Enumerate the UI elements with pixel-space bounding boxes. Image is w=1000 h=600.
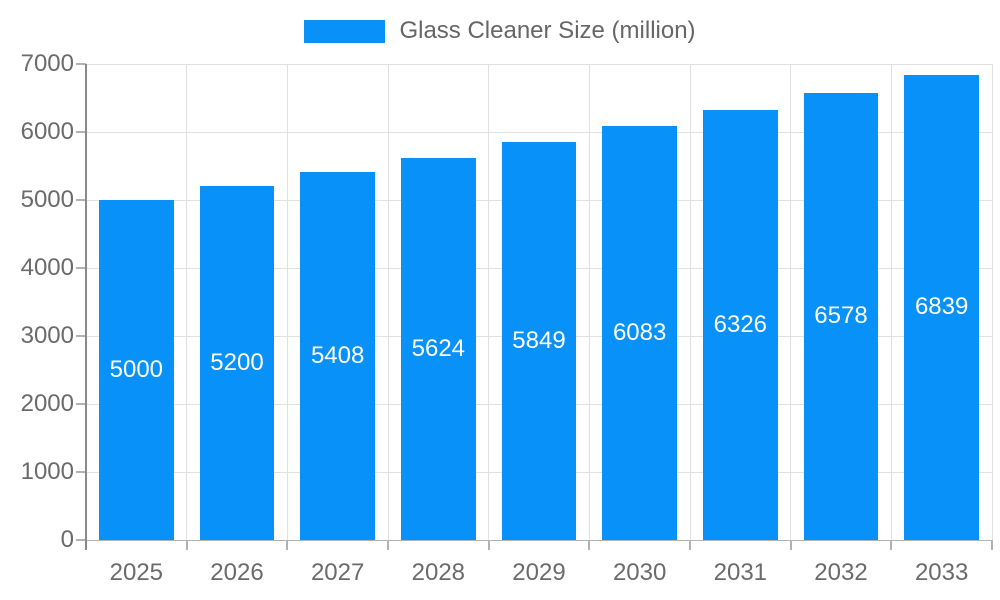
x-axis-tick	[286, 540, 289, 550]
y-axis-line	[85, 64, 87, 550]
bar-value-label: 5849	[512, 327, 566, 355]
x-axis-tick-label: 2029	[512, 559, 566, 586]
y-axis-tick	[76, 471, 86, 473]
y-axis-tick-label: 1000	[20, 458, 74, 485]
bar-value-label: 5408	[310, 342, 365, 370]
x-gridline	[790, 64, 792, 540]
x-axis-tick	[387, 540, 389, 550]
legend-label: Glass Cleaner Size (million)	[399, 17, 696, 44]
bar-value-label: 6083	[612, 319, 667, 347]
y-axis-tick-label: 2000	[20, 390, 74, 417]
x-axis-tick-label: 2026	[210, 559, 264, 586]
y-axis-tick-label: 0	[60, 526, 74, 553]
bar-value-label: 5624	[411, 334, 466, 362]
x-gridline	[387, 64, 389, 540]
y-axis-tick	[76, 199, 86, 201]
bar-value-label: 5000	[109, 356, 164, 383]
y-gridline	[86, 63, 992, 65]
x-axis-tick-label: 2030	[612, 559, 667, 586]
x-gridline	[689, 64, 691, 540]
x-axis-tick	[789, 540, 792, 550]
y-axis-tick-label: 5000	[20, 186, 74, 213]
y-axis-tick	[76, 63, 86, 65]
x-gridline	[488, 64, 490, 540]
x-gridline	[588, 64, 590, 540]
y-axis-tick-label: 4000	[20, 254, 74, 281]
x-axis-tick	[991, 540, 993, 550]
y-axis-tick	[76, 403, 86, 405]
x-axis-tick-label: 2031	[713, 559, 768, 586]
x-axis-tick-label: 2028	[411, 559, 466, 586]
x-axis-tick	[588, 540, 591, 550]
x-axis-tick-label: 2033	[914, 559, 969, 586]
x-axis-tick	[890, 540, 893, 550]
x-gridline	[991, 64, 993, 540]
y-axis-tick	[76, 539, 86, 541]
y-gridline	[86, 131, 992, 133]
bar-value-label: 5200	[210, 349, 264, 377]
bar[interactable]	[904, 74, 979, 540]
x-axis-tick-label: 2025	[109, 559, 164, 586]
legend-swatch-icon	[304, 19, 386, 43]
bar[interactable]	[199, 186, 275, 540]
bar[interactable]	[501, 142, 577, 540]
bar-value-label: 6839	[914, 293, 969, 321]
bar[interactable]	[99, 200, 174, 540]
x-axis-tick	[185, 540, 188, 550]
y-axis-tick	[76, 335, 86, 337]
y-axis-tick-label: 7000	[20, 50, 74, 77]
x-axis-tick-label: 2027	[310, 559, 365, 586]
y-axis-tick	[76, 267, 86, 269]
bar-value-label: 6326	[713, 310, 768, 338]
y-axis-tick-label: 6000	[20, 118, 74, 145]
x-gridline	[890, 64, 892, 540]
x-axis-tick-label: 2032	[814, 559, 868, 586]
bar[interactable]	[602, 126, 677, 540]
y-axis-tick-label: 3000	[20, 322, 74, 349]
bar[interactable]	[703, 109, 778, 540]
y-gridline	[86, 539, 992, 541]
bar[interactable]	[803, 92, 879, 540]
bar-value-label: 6578	[814, 302, 868, 330]
bar[interactable]	[401, 157, 476, 540]
x-axis-tick	[689, 540, 691, 550]
bar[interactable]	[300, 172, 375, 540]
x-axis-tick	[487, 540, 490, 550]
x-gridline	[286, 64, 288, 540]
chart-legend[interactable]: Glass Cleaner Size (million)	[0, 18, 1000, 44]
x-gridline	[186, 64, 188, 540]
y-axis-tick	[76, 131, 86, 133]
